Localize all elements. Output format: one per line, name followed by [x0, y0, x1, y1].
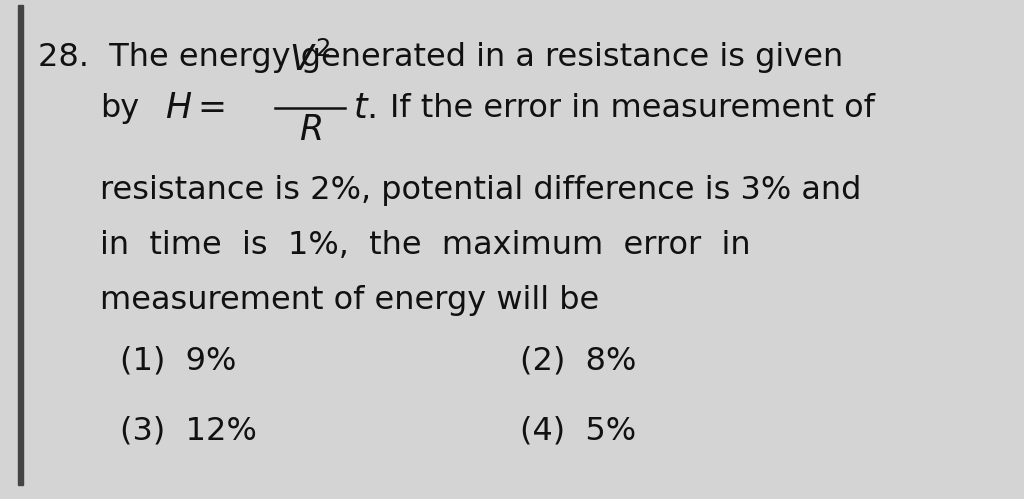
Text: $V^2$: $V^2$: [290, 42, 331, 78]
Text: measurement of energy will be: measurement of energy will be: [100, 285, 599, 316]
Bar: [18, 5, 23, 485]
Text: (1)  9%: (1) 9%: [120, 345, 237, 376]
Text: (4)  5%: (4) 5%: [520, 415, 636, 446]
Text: If the error in measurement of: If the error in measurement of: [390, 92, 874, 123]
Text: (2)  8%: (2) 8%: [520, 345, 636, 376]
Text: (3)  12%: (3) 12%: [120, 415, 257, 446]
Text: $H=$: $H=$: [165, 91, 225, 125]
Text: in  time  is  1%,  the  maximum  error  in: in time is 1%, the maximum error in: [100, 230, 751, 261]
Text: $R$: $R$: [299, 113, 322, 147]
Text: $t.$: $t.$: [353, 91, 376, 125]
Text: by: by: [100, 92, 139, 123]
Text: 28.  The energy generated in a resistance is given: 28. The energy generated in a resistance…: [38, 42, 843, 73]
Text: resistance is 2%, potential difference is 3% and: resistance is 2%, potential difference i…: [100, 175, 861, 206]
